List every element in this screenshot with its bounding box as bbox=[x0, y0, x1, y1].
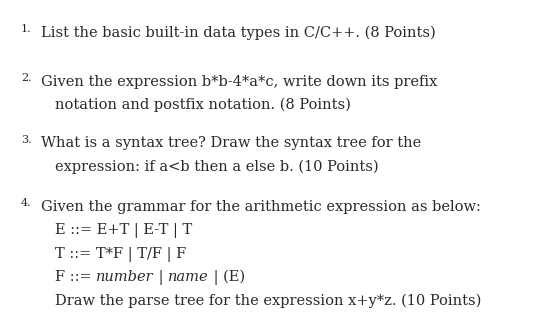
Text: 4.: 4. bbox=[21, 198, 31, 208]
Text: 3.: 3. bbox=[21, 135, 31, 145]
Text: name: name bbox=[168, 270, 209, 284]
Text: E ::= E+T | E-T | T: E ::= E+T | E-T | T bbox=[55, 223, 193, 238]
Text: notation and postfix notation. (8 Points): notation and postfix notation. (8 Points… bbox=[55, 98, 351, 112]
Text: expression: if a<b then a else b. (10 Points): expression: if a<b then a else b. (10 Po… bbox=[55, 159, 379, 174]
Text: |: | bbox=[154, 270, 168, 285]
Text: | (E): | (E) bbox=[209, 270, 245, 285]
Text: 2.: 2. bbox=[21, 73, 31, 83]
Text: Given the grammar for the arithmetic expression as below:: Given the grammar for the arithmetic exp… bbox=[41, 200, 481, 214]
Text: F ::=: F ::= bbox=[55, 270, 97, 284]
Text: List the basic built-in data types in C/C++. (8 Points): List the basic built-in data types in C/… bbox=[41, 26, 436, 40]
Text: Draw the parse tree for the expression x+y*z. (10 Points): Draw the parse tree for the expression x… bbox=[55, 293, 481, 308]
Text: 1.: 1. bbox=[21, 24, 31, 34]
Text: What is a syntax tree? Draw the syntax tree for the: What is a syntax tree? Draw the syntax t… bbox=[41, 136, 422, 150]
Text: Given the expression b*b-4*a*c, write down its prefix: Given the expression b*b-4*a*c, write do… bbox=[41, 75, 438, 89]
Text: number: number bbox=[97, 270, 154, 284]
Text: T ::= T*F | T/F | F: T ::= T*F | T/F | F bbox=[55, 247, 187, 262]
